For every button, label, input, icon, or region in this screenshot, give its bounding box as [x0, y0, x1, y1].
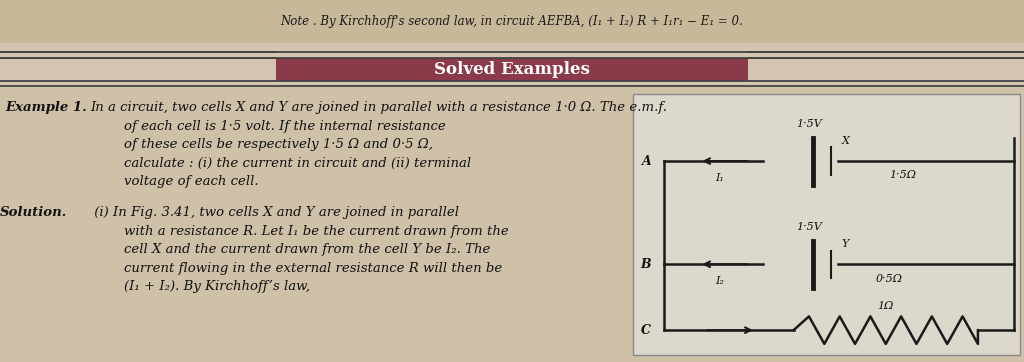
- Bar: [0, 86, 1024, 362]
- Bar: [633, 94, 1020, 355]
- Text: Solved Examples: Solved Examples: [434, 61, 590, 78]
- Text: 0·5Ω: 0·5Ω: [876, 274, 902, 284]
- Text: Example 1.: Example 1.: [5, 101, 87, 114]
- Text: 1·5V: 1·5V: [796, 222, 822, 232]
- Text: (i) In Fig. 3.41, two cells X and Y are joined in parallel
        with a resist: (i) In Fig. 3.41, two cells X and Y are …: [90, 206, 509, 293]
- Text: Solution.: Solution.: [0, 206, 68, 219]
- Text: C: C: [641, 324, 651, 337]
- Text: 1Ω: 1Ω: [878, 301, 894, 311]
- Text: X: X: [842, 136, 850, 146]
- Text: B: B: [641, 258, 651, 271]
- Text: I₁: I₁: [715, 173, 724, 183]
- Text: 1·5Ω: 1·5Ω: [889, 171, 915, 181]
- Text: Y: Y: [842, 239, 849, 249]
- Bar: [0, 0, 1024, 43]
- Text: In a circuit, two cells X and Y are joined in parallel with a resistance 1·0 Ω. : In a circuit, two cells X and Y are join…: [90, 101, 667, 188]
- Text: A: A: [641, 155, 651, 168]
- Bar: [276, 58, 748, 81]
- Text: I₂: I₂: [715, 276, 724, 286]
- Text: 1·5V: 1·5V: [796, 119, 822, 129]
- Text: Note . By Kirchhoff's second law, in circuit AEFBA, (I₁ + I₂) R + I₁r₁ − E₁ = 0.: Note . By Kirchhoff's second law, in cir…: [281, 15, 743, 28]
